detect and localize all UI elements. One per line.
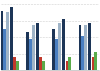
Bar [52,29,55,70]
Bar [66,61,68,70]
Bar [13,57,16,70]
Bar [36,23,39,70]
Bar [32,25,35,70]
Bar [58,23,61,70]
Bar [68,57,71,70]
Bar [29,39,32,70]
Bar [0,11,3,70]
Bar [55,39,58,70]
Bar [79,25,81,70]
Bar [62,19,65,70]
Bar [92,57,94,70]
Bar [84,25,87,70]
Bar [6,12,9,70]
Bar [40,57,42,70]
Bar [3,29,6,70]
Bar [10,7,13,70]
Bar [81,36,84,70]
Bar [88,23,91,70]
Bar [42,61,45,70]
Bar [26,32,29,70]
Bar [16,61,19,70]
Bar [94,52,97,70]
